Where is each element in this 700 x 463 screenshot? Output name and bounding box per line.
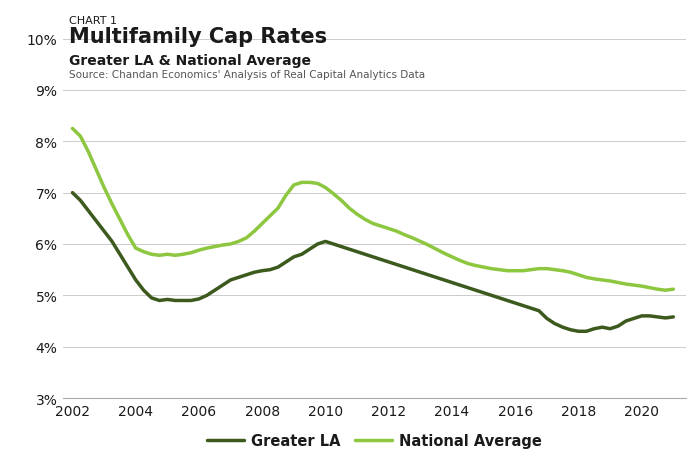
National Average	[69, 126, 77, 132]
Line: Greater LA: Greater LA	[73, 193, 673, 332]
Greater LA	[669, 314, 678, 320]
National Average	[400, 232, 409, 238]
Line: National Average: National Average	[73, 129, 673, 291]
National Average	[266, 213, 274, 219]
Legend: Greater LA, National Average: Greater LA, National Average	[202, 428, 547, 454]
National Average	[669, 287, 678, 292]
Greater LA	[274, 265, 282, 270]
Greater LA	[400, 265, 409, 270]
Greater LA	[574, 329, 582, 334]
Text: CHART 1: CHART 1	[69, 16, 117, 26]
Text: Multifamily Cap Rates: Multifamily Cap Rates	[69, 27, 328, 47]
National Average	[662, 288, 670, 294]
National Average	[329, 192, 337, 197]
Text: Greater LA & National Average: Greater LA & National Average	[69, 54, 312, 68]
Text: Source: Chandan Economics' Analysis of Real Capital Analytics Data: Source: Chandan Economics' Analysis of R…	[69, 69, 426, 80]
Greater LA	[314, 242, 322, 247]
National Average	[274, 206, 282, 212]
National Average	[187, 250, 195, 256]
Greater LA	[69, 190, 77, 196]
Greater LA	[329, 242, 337, 247]
Greater LA	[266, 267, 274, 273]
Greater LA	[187, 298, 195, 304]
National Average	[314, 181, 322, 187]
